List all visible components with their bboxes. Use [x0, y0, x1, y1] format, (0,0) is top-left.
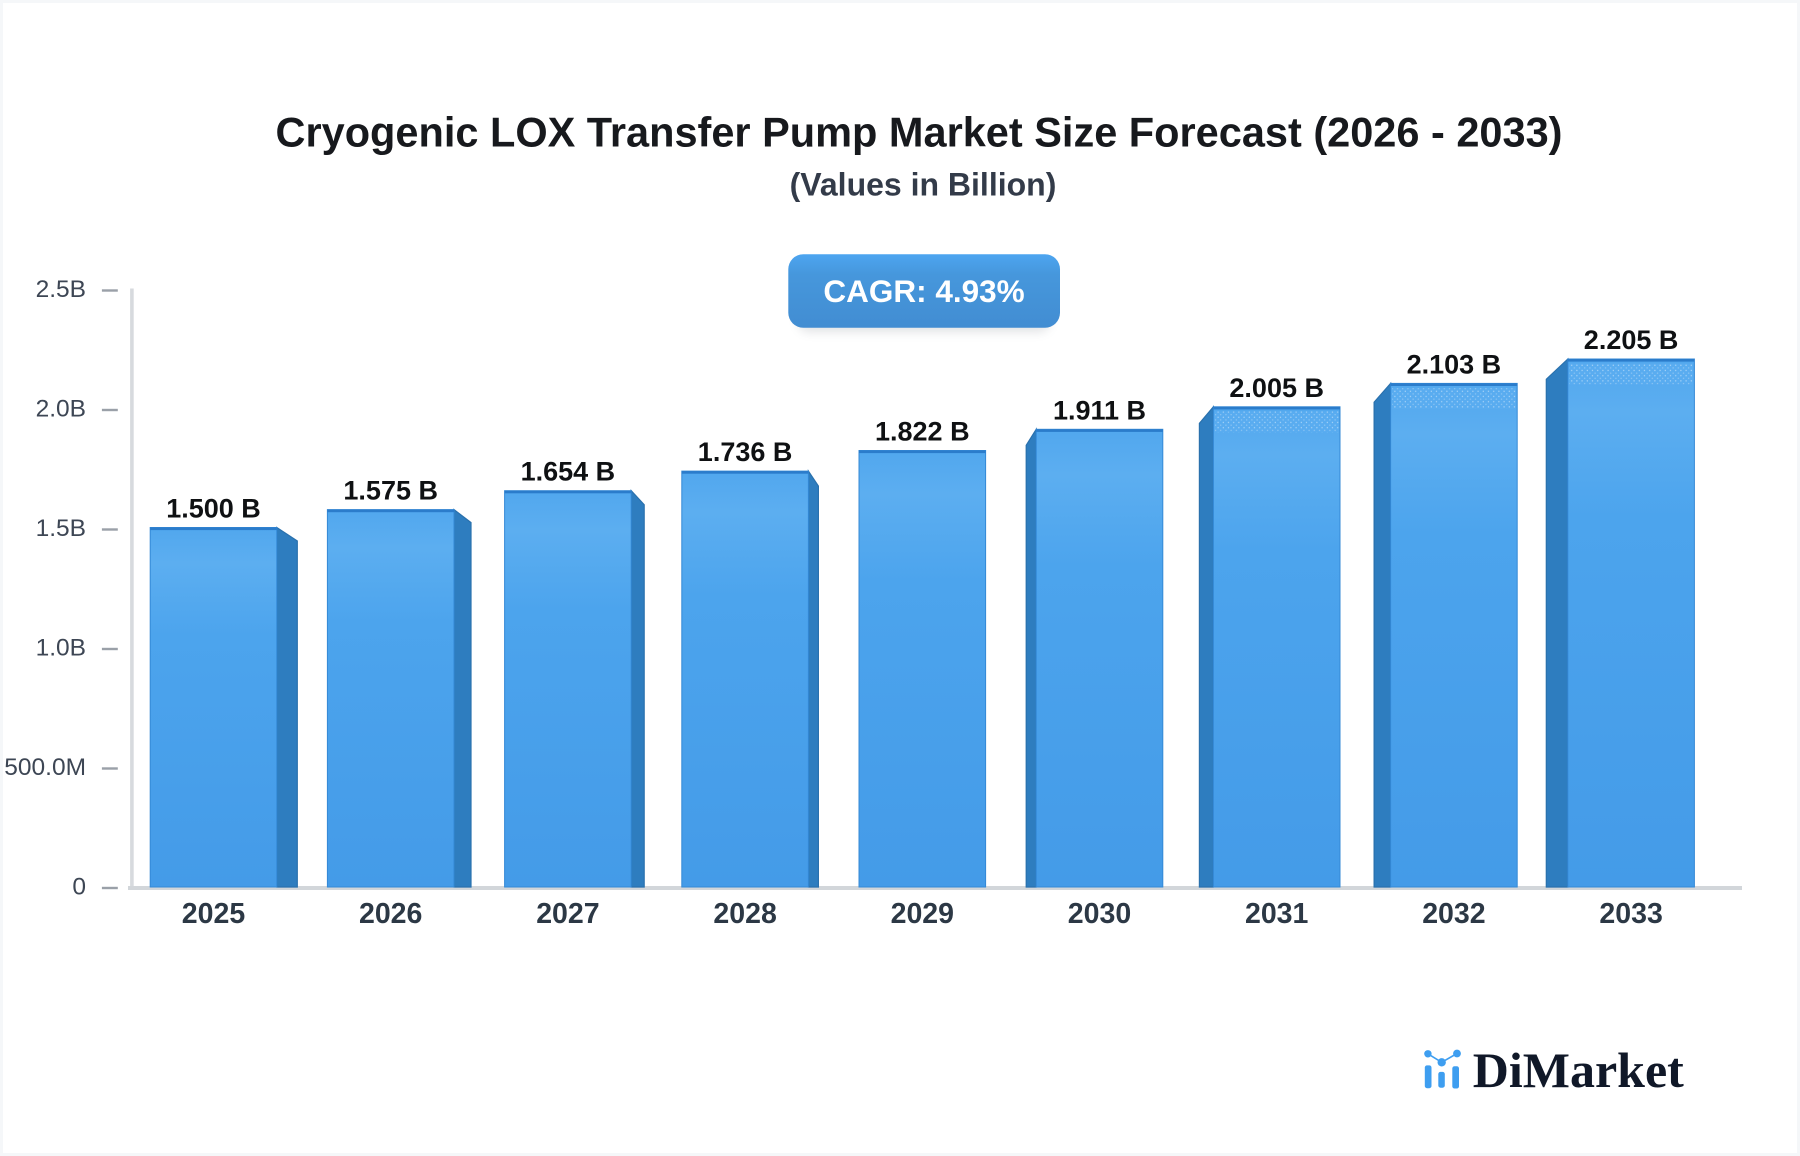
svg-text:2.103 B: 2.103 B [1407, 349, 1502, 379]
svg-text:2032: 2032 [1422, 898, 1485, 930]
svg-text:2.5B: 2.5B [36, 276, 86, 303]
svg-text:2025: 2025 [182, 898, 246, 930]
svg-text:1.654 B: 1.654 B [521, 457, 616, 487]
svg-text:2030: 2030 [1068, 898, 1131, 930]
svg-text:1.500 B: 1.500 B [166, 494, 261, 524]
svg-text:1.0B: 1.0B [36, 635, 86, 662]
svg-text:2.0B: 2.0B [36, 396, 86, 423]
svg-text:2026: 2026 [359, 898, 422, 930]
svg-text:2027: 2027 [536, 898, 599, 930]
svg-text:2.205 B: 2.205 B [1584, 325, 1679, 355]
svg-text:2031: 2031 [1245, 898, 1309, 930]
svg-text:1.911 B: 1.911 B [1053, 395, 1146, 425]
svg-text:2029: 2029 [891, 898, 954, 930]
svg-text:Cryogenic LOX Transfer Pump Ma: Cryogenic LOX Transfer Pump Market Size … [276, 109, 1563, 156]
svg-text:2033: 2033 [1599, 898, 1662, 930]
svg-text:1.575 B: 1.575 B [343, 476, 438, 506]
svg-text:(Values in Billion): (Values in Billion) [790, 167, 1057, 203]
svg-text:2028: 2028 [713, 898, 776, 930]
svg-text:1.736 B: 1.736 B [698, 437, 793, 467]
svg-text:0: 0 [72, 874, 86, 901]
svg-text:500.0M: 500.0M [4, 754, 86, 781]
svg-text:2.005 B: 2.005 B [1229, 373, 1324, 403]
svg-text:DiMarket: DiMarket [1473, 1042, 1684, 1098]
svg-text:1.5B: 1.5B [36, 515, 86, 542]
svg-text:CAGR: 4.93%: CAGR: 4.93% [823, 273, 1024, 309]
svg-text:1.822 B: 1.822 B [875, 417, 970, 447]
